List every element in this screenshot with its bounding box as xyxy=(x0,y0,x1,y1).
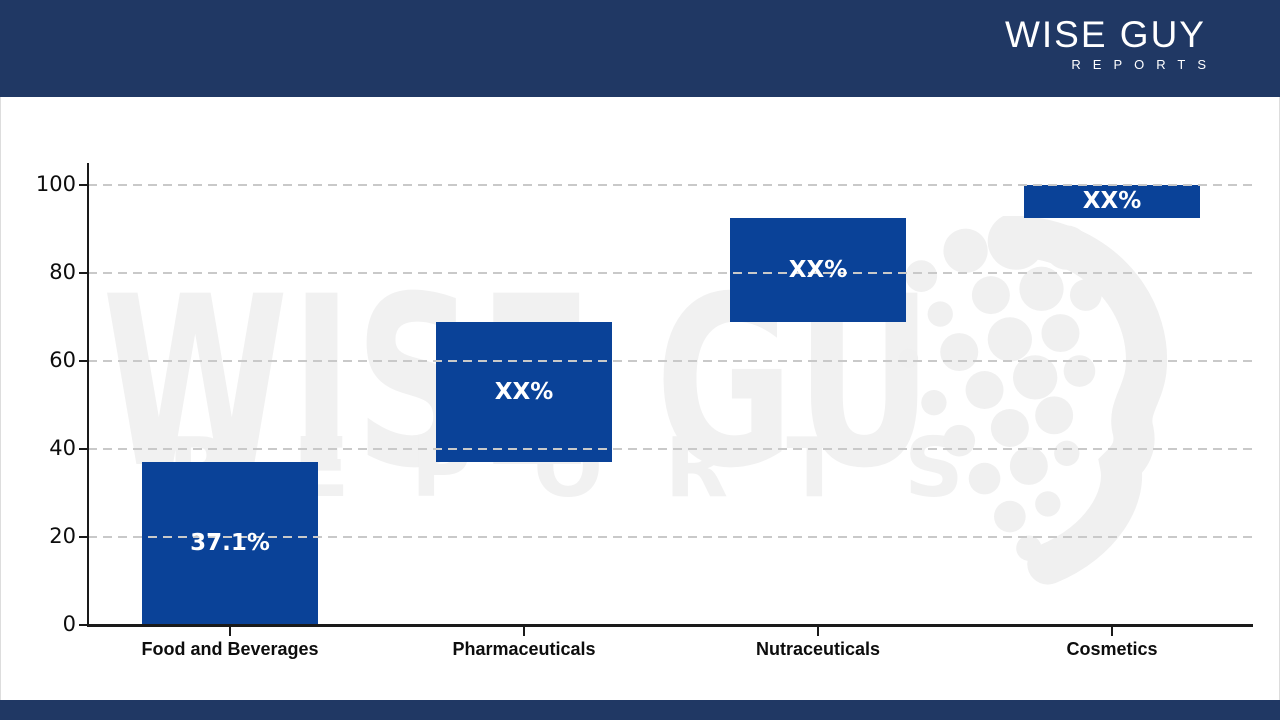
header-bar xyxy=(0,0,1280,97)
bar-value-label: XX% xyxy=(1082,188,1142,215)
y-tick-mark xyxy=(79,184,88,186)
logo-wordmark: WISE GUY xyxy=(1004,14,1206,55)
category-label: Cosmetics xyxy=(1066,639,1158,659)
y-tick-mark xyxy=(79,536,88,538)
wiseguy-logo: WISE GUY REPORTS xyxy=(1004,14,1206,72)
y-axis-line xyxy=(87,163,89,625)
y-tick-label: 80 xyxy=(49,260,76,284)
y-tick-label: 60 xyxy=(49,348,76,372)
gridline xyxy=(88,536,1252,538)
bar-value-label: XX% xyxy=(788,256,848,283)
y-tick-mark xyxy=(79,448,88,450)
bar-value-label: 37.1% xyxy=(190,530,270,557)
gridline xyxy=(88,448,1252,450)
x-axis-line xyxy=(87,624,1253,627)
gridline xyxy=(88,272,1252,274)
x-tick-mark xyxy=(1111,627,1113,636)
y-tick-label: 0 xyxy=(62,612,76,636)
y-tick-mark xyxy=(79,360,88,362)
x-tick-mark xyxy=(523,627,525,636)
y-tick-label: 20 xyxy=(49,524,76,548)
page-left-border xyxy=(0,97,1,700)
category-label: Nutraceuticals xyxy=(755,639,881,659)
y-tick-mark xyxy=(79,624,88,626)
bar-segment xyxy=(436,321,612,462)
bar-value-label: XX% xyxy=(494,378,554,405)
bar-segment xyxy=(1024,185,1200,218)
bar-segment xyxy=(730,217,906,322)
y-tick-mark xyxy=(79,272,88,274)
x-tick-mark xyxy=(229,627,231,636)
logo-subtitle: REPORTS xyxy=(1071,56,1218,72)
y-tick-label: 40 xyxy=(49,436,76,460)
gridline xyxy=(88,360,1252,362)
bar-segment xyxy=(142,461,318,625)
y-tick-label: 100 xyxy=(35,172,76,196)
gridline xyxy=(88,184,1252,186)
category-label: Pharmaceuticals xyxy=(452,639,596,659)
footer-bar xyxy=(0,700,1280,720)
category-label: Food and Beverages xyxy=(141,639,319,659)
x-tick-mark xyxy=(817,627,819,636)
watermark-head-icon xyxy=(899,216,1168,585)
